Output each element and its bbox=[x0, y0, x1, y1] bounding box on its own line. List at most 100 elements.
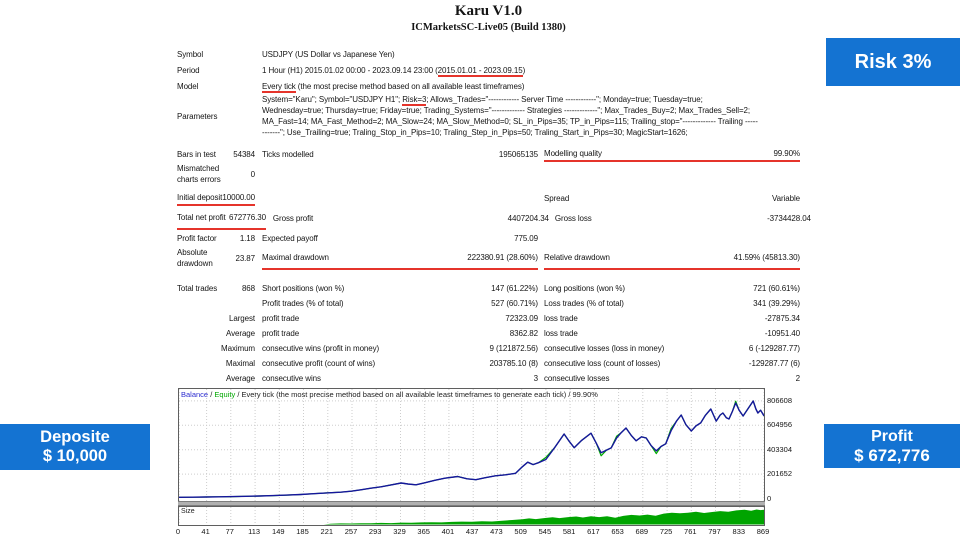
absolute-drawdown-label: Absolute drawdown bbox=[177, 248, 213, 268]
row-bars-in-test: Bars in test 54384 Ticks modelled 19506513… bbox=[177, 146, 800, 162]
y-axis-label: 201652 bbox=[767, 469, 793, 479]
consecutive-losses-label: consecutive losses (loss in money) bbox=[544, 344, 665, 353]
x-axis-label: 473 bbox=[490, 527, 503, 536]
largest-profit-trade-value: 72323.09 bbox=[505, 314, 538, 323]
average-loss-trade-label: loss trade bbox=[544, 329, 578, 338]
x-axis-label: 797 bbox=[708, 527, 721, 536]
row-initial-deposit: Initial deposit 10000.00 Spread Variable bbox=[177, 190, 800, 206]
ticks-label: Ticks modelled bbox=[262, 149, 314, 159]
parameters-text-cont: ; Allows_Trades="------------ Server Tim… bbox=[426, 95, 703, 104]
gross-loss-value: -3734428.04 bbox=[767, 213, 811, 223]
parameters-line-1: System="Karu"; Symbol="USDJPY H1"; Risk=… bbox=[262, 94, 800, 106]
annotation-underline-modelling: Modelling quality 99.90% bbox=[544, 146, 800, 162]
gross-loss-label: Gross loss bbox=[554, 213, 592, 223]
short-positions-value: 147 (61.22%) bbox=[491, 283, 538, 293]
chart-splitter[interactable] bbox=[178, 501, 765, 506]
net-profit-value: 672776.30 bbox=[229, 212, 266, 222]
size-area-fill bbox=[179, 509, 764, 525]
loss-trades-value: 341 (39.29%) bbox=[753, 299, 800, 308]
x-axis-label: 545 bbox=[538, 527, 552, 536]
annotation-underline-deposit: Initial deposit 10000.00 bbox=[177, 190, 255, 206]
row-model: Model Every tick (the most precise metho… bbox=[177, 78, 800, 94]
row-drawdown: Absolute drawdown 23.87 Maximal drawdown 2… bbox=[177, 246, 800, 270]
annotation-underline-relative-dd: Relative drawdown 41.59% (45813.30) bbox=[544, 246, 800, 270]
profit-trades-label: Profit trades (% of total) bbox=[262, 299, 344, 308]
legend-balance: Balance bbox=[181, 390, 209, 399]
symbol-label: Symbol bbox=[177, 49, 204, 59]
x-axis-label: 149 bbox=[272, 527, 285, 536]
size-panel: Size bbox=[178, 506, 765, 526]
row-maximal-consecutive: Maximal consecutive profit (count of win… bbox=[177, 356, 800, 371]
parameters-line-4: -------"; Use_Trailing=true; Traling_Sto… bbox=[262, 128, 688, 137]
risk-badge-text: Risk 3% bbox=[854, 50, 932, 73]
parameters-label: Parameters bbox=[177, 111, 218, 121]
profit-factor-value: 1.18 bbox=[239, 233, 255, 243]
net-profit-label: Total net profit bbox=[177, 212, 226, 222]
consecutive-loss-label: consecutive loss (count of losses) bbox=[544, 359, 661, 368]
x-axis-label: 41 bbox=[201, 527, 210, 536]
total-trades-label: Total trades bbox=[177, 283, 218, 293]
row-total-trades: Total trades 868 Short positions (won %) 1… bbox=[177, 280, 800, 296]
relative-drawdown-value: 41.59% (45813.30) bbox=[733, 252, 800, 262]
x-axis-label: 257 bbox=[344, 527, 358, 536]
chart-legend: Balance / Equity / Every tick (the most … bbox=[181, 390, 598, 399]
row-net-profit: Total net profit 672776.30 Gross profit 44… bbox=[177, 206, 811, 230]
x-axis-label: 761 bbox=[684, 527, 697, 536]
divider-gap bbox=[177, 270, 800, 280]
modelling-quality-label: Modelling quality bbox=[544, 148, 602, 158]
page-subtitle: ICMarketsSC-Live05 (Build 1380) bbox=[411, 22, 566, 33]
balance-line bbox=[179, 400, 764, 498]
y-axis-label: 604956 bbox=[767, 420, 793, 430]
x-axis-label: 689 bbox=[635, 527, 649, 536]
consecutive-profit-value: 203785.10 (8) bbox=[489, 359, 538, 368]
average-label: Average bbox=[226, 329, 255, 338]
row-largest: Largest profit trade 72323.09 loss trade -… bbox=[177, 311, 800, 326]
legend-model-text: Every tick (the most precise method base… bbox=[241, 390, 598, 399]
deposit-badge-amount: $ 10,000 bbox=[42, 447, 108, 465]
maximal-drawdown-label: Maximal drawdown bbox=[262, 252, 329, 262]
profit-badge: Profit $ 672,776 bbox=[824, 424, 960, 468]
row-profit-trades: Profit trades (% of total) 527 (60.71%) L… bbox=[177, 296, 800, 311]
consecutive-loss-value: -129287.77 (6) bbox=[748, 359, 800, 368]
short-positions-label: Short positions (won %) bbox=[262, 283, 345, 293]
gross-profit-label: Gross profit bbox=[272, 213, 314, 223]
y-axis-labels: 0 201652 403304 604956 806608 bbox=[767, 388, 807, 503]
mismatched-label: Mismatched charts errors bbox=[177, 164, 221, 184]
x-axis-label: 365 bbox=[417, 527, 430, 536]
profit-trades-value: 527 (60.71%) bbox=[491, 299, 538, 308]
annotation-underline-model: Every tick bbox=[262, 81, 296, 93]
consecutive-wins-value: 9 (121872.56) bbox=[489, 344, 538, 353]
row-parameters: Parameters System="Karu"; Symbol="USDJPY… bbox=[177, 94, 800, 138]
size-panel-label: Size bbox=[181, 508, 195, 515]
x-axis-label: 437 bbox=[465, 527, 479, 536]
maximum-label: Maximum bbox=[221, 344, 255, 353]
x-axis-label: 617 bbox=[587, 527, 600, 536]
spread-label: Spread bbox=[544, 193, 570, 203]
y-axis-label: 806608 bbox=[767, 395, 793, 405]
annotation-underline-period: 2015.01.01 - 2023.09.15 bbox=[437, 65, 523, 77]
annotation-underline-risk: Risk=3 bbox=[402, 95, 427, 106]
x-axis-label: 0 bbox=[175, 527, 181, 536]
initial-deposit-value: 10000.00 bbox=[222, 192, 255, 202]
avg-consecutive-wins-value: 3 bbox=[533, 374, 538, 383]
mismatched-value: 0 bbox=[250, 169, 255, 179]
row-period: Period 1 Hour (H1) 2015.01.02 00:00 - 20… bbox=[177, 62, 800, 78]
x-axis-label: 833 bbox=[732, 527, 746, 536]
x-axis-label: 329 bbox=[393, 527, 406, 536]
expected-payoff-label: Expected payoff bbox=[262, 233, 318, 243]
largest-loss-trade-label: loss trade bbox=[544, 314, 578, 323]
legend-equity: Equity bbox=[214, 390, 236, 399]
consecutive-profit-label: consecutive profit (count of wins) bbox=[262, 359, 376, 368]
x-axis-label: 185 bbox=[296, 527, 309, 536]
avg-consecutive-losses-label: consecutive losses bbox=[544, 374, 610, 383]
balance-equity-chart: Balance / Equity / Every tick (the most … bbox=[178, 388, 765, 502]
row-max-consecutive: Maximum consecutive wins (profit in mone… bbox=[177, 341, 800, 356]
annotation-underline-net-profit: Total net profit 672776.30 bbox=[177, 206, 266, 230]
maximal-drawdown-value: 222380.91 (28.60%) bbox=[467, 252, 538, 262]
modelling-quality-value: 99.90% bbox=[773, 148, 800, 158]
size-area bbox=[179, 507, 764, 525]
avg-consecutive-losses-value: 2 bbox=[795, 374, 800, 383]
x-axis-label: 293 bbox=[368, 527, 382, 536]
x-axis-label: 725 bbox=[659, 527, 673, 536]
